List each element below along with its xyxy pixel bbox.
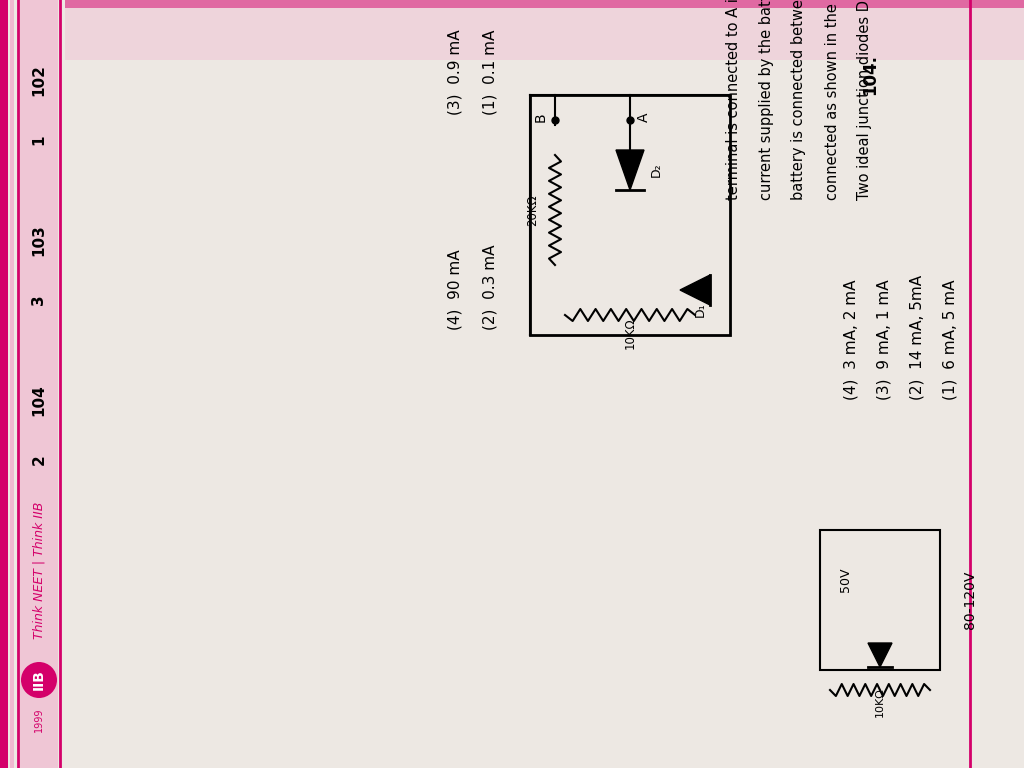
- Text: 2: 2: [32, 455, 46, 465]
- Text: current supplied by the battery if its positive: current supplied by the battery if its p…: [759, 0, 773, 200]
- Polygon shape: [20, 0, 58, 768]
- Text: A: A: [637, 112, 651, 122]
- Text: 104: 104: [32, 384, 46, 416]
- Text: Think NEET | Think IIB: Think NEET | Think IIB: [33, 502, 45, 639]
- Polygon shape: [10, 0, 14, 768]
- Text: D₁: D₁: [693, 303, 707, 317]
- Text: 102: 102: [32, 64, 46, 96]
- Text: 10KΩ: 10KΩ: [624, 317, 637, 349]
- Polygon shape: [680, 275, 710, 305]
- Text: Two ideal junction diodes D₁, D₂ are: Two ideal junction diodes D₁, D₂ are: [857, 0, 872, 200]
- Text: 20KΩ: 20KΩ: [526, 194, 540, 226]
- Text: IIB: IIB: [32, 670, 46, 690]
- Text: terminal is connected to A is: terminal is connected to A is: [725, 0, 740, 200]
- Polygon shape: [65, 0, 1024, 8]
- Text: 80-120V: 80-120V: [963, 571, 977, 629]
- Text: connected as shown in the figure. A 3V: connected as shown in the figure. A 3V: [824, 0, 840, 200]
- Text: 10KΩ: 10KΩ: [874, 687, 885, 717]
- Text: (3)  0.9 mA: (3) 0.9 mA: [447, 29, 463, 115]
- Text: 103: 103: [32, 224, 46, 256]
- Circle shape: [22, 662, 57, 698]
- Text: D₂: D₂: [649, 163, 663, 177]
- Text: (1)  6 mA, 5 mA: (1) 6 mA, 5 mA: [942, 280, 957, 400]
- Text: (3)  9 mA, 1 mA: (3) 9 mA, 1 mA: [877, 280, 892, 400]
- Text: 104.: 104.: [861, 54, 879, 95]
- Polygon shape: [868, 643, 892, 667]
- Text: battery is connected between A and B. The: battery is connected between A and B. Th…: [792, 0, 807, 200]
- Polygon shape: [820, 530, 940, 670]
- Text: (2)  0.3 mA: (2) 0.3 mA: [482, 244, 498, 330]
- Polygon shape: [616, 150, 644, 190]
- Polygon shape: [530, 95, 730, 335]
- Polygon shape: [65, 0, 1024, 60]
- Polygon shape: [0, 0, 8, 768]
- Text: 50V: 50V: [839, 568, 852, 592]
- Text: 1: 1: [32, 134, 46, 145]
- Text: (4)  90 mA: (4) 90 mA: [447, 250, 463, 330]
- Text: B: B: [534, 112, 548, 122]
- Text: 1999: 1999: [34, 708, 44, 732]
- Text: 3: 3: [32, 295, 46, 306]
- Text: (2)  14 mA, 5mA: (2) 14 mA, 5mA: [909, 275, 925, 400]
- Text: (4)  3 mA, 2 mA: (4) 3 mA, 2 mA: [844, 280, 858, 400]
- Text: (1)  0.1 mA: (1) 0.1 mA: [482, 30, 498, 115]
